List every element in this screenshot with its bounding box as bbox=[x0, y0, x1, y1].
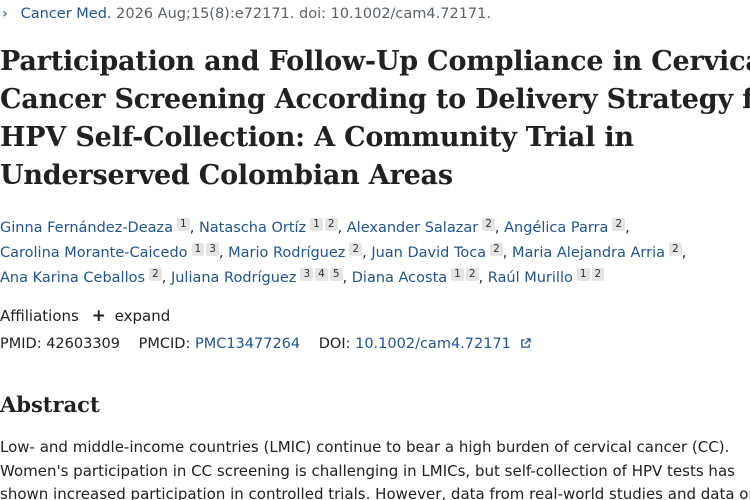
affiliation-badge[interactable]: 1 bbox=[177, 218, 190, 231]
title-line: Participation and Follow-Up Compliance i… bbox=[0, 46, 750, 77]
article-title: Participation and Follow-Up Compliance i… bbox=[0, 43, 750, 195]
affiliation-badge[interactable]: 3 bbox=[206, 243, 219, 256]
affiliation-badge[interactable]: 4 bbox=[315, 268, 328, 281]
abstract-line: Low- and middle-income countries (LMIC) … bbox=[0, 438, 730, 456]
affiliation-badge[interactable]: 2 bbox=[612, 218, 626, 231]
affiliation-badge[interactable]: 1 bbox=[576, 268, 590, 281]
author-link[interactable]: Mario Rodríguez bbox=[228, 245, 346, 261]
affiliation-badge[interactable]: 3 bbox=[300, 268, 314, 281]
affiliation-badge[interactable]: 1 bbox=[191, 243, 205, 256]
affiliation-badge[interactable]: 2 bbox=[482, 218, 495, 231]
abstract-heading: Abstract bbox=[0, 392, 100, 417]
expand-label[interactable]: expand bbox=[114, 307, 171, 325]
author-link[interactable]: Raúl Murillo bbox=[487, 270, 573, 286]
affiliation-badge[interactable]: 2 bbox=[324, 218, 338, 231]
affiliation-badge[interactable]: 2 bbox=[591, 268, 605, 281]
title-line: Underserved Colombian Areas bbox=[0, 160, 453, 191]
affiliation-badge[interactable]: 2 bbox=[490, 243, 503, 256]
author-link[interactable]: Carolina Morante-Caicedo bbox=[0, 245, 188, 261]
chevron-right-icon[interactable]: › bbox=[2, 6, 8, 22]
author-link[interactable]: Ginna Fernández-Deaza bbox=[0, 220, 174, 236]
external-link-icon[interactable] bbox=[520, 338, 531, 349]
title-line: Cancer Screening According to Delivery S… bbox=[0, 84, 750, 115]
affiliation-badge[interactable]: 2 bbox=[149, 268, 162, 281]
author-line: Ginna Fernández-Deaza 1, Natascha Ortíz 1 2… bbox=[0, 218, 630, 236]
pmid-group: PMID: 42603309 bbox=[0, 336, 125, 352]
author-line: Ana Karina Ceballos 2, Juliana Rodríguez 3… bbox=[0, 266, 750, 291]
author-link[interactable]: Alexander Salazar bbox=[346, 220, 479, 236]
affiliations-label: Affiliations bbox=[0, 307, 79, 325]
affiliation-badge[interactable]: 1 bbox=[451, 268, 464, 281]
author-link[interactable]: Angélica Parra bbox=[504, 220, 609, 236]
author-link[interactable]: Diana Acosta bbox=[351, 270, 448, 286]
doi-link[interactable]: 10.1002/cam4.72171 bbox=[355, 336, 511, 352]
author-link[interactable]: Juan David Toca bbox=[371, 245, 487, 261]
author-line: Carolina Morante-Caicedo 1 3, Mario Rodríg… bbox=[0, 243, 687, 261]
citation-line: › Cancer Med. 2026 Aug;15(8):e72171. doi… bbox=[2, 4, 491, 24]
author-list: Ginna Fernández-Deaza 1, Natascha Ortíz 1 2… bbox=[0, 216, 750, 291]
pmid-value: 42603309 bbox=[46, 336, 121, 352]
pmcid-label: PMCID: bbox=[138, 336, 191, 352]
affiliation-badge[interactable]: 5 bbox=[329, 268, 343, 281]
journal-link[interactable]: Cancer Med. bbox=[20, 6, 112, 22]
affiliation-badge[interactable]: 2 bbox=[349, 243, 363, 256]
article-identifiers: PMID: 42603309 PMCID: PMC13477264 DOI: 1… bbox=[0, 333, 545, 355]
doi-group: DOI: 10.1002/cam4.72171 bbox=[319, 336, 531, 352]
citation-details: 2026 Aug;15(8):e72171. doi: 10.1002/cam4… bbox=[116, 6, 491, 22]
affiliation-badge[interactable]: 2 bbox=[669, 243, 682, 256]
pmcid-group: PMCID: PMC13477264 bbox=[139, 336, 305, 352]
plus-icon[interactable]: + bbox=[91, 306, 106, 326]
affiliation-badge[interactable]: 2 bbox=[465, 268, 479, 281]
affiliations-toggle[interactable]: Affiliations + expand bbox=[0, 305, 170, 327]
abstract-line: shown increased participation in control… bbox=[0, 485, 750, 500]
author-link[interactable]: Maria Alejandra Arria bbox=[511, 245, 665, 261]
pmid-label: PMID: bbox=[0, 336, 42, 352]
affiliation-badge[interactable]: 1 bbox=[310, 218, 323, 231]
title-line: HPV Self-Collection: A Community Trial i… bbox=[0, 122, 634, 153]
author-link[interactable]: Ana Karina Ceballos bbox=[0, 270, 146, 286]
author-link[interactable]: Natascha Ortíz bbox=[198, 220, 307, 236]
author-link[interactable]: Juliana Rodríguez bbox=[170, 270, 297, 286]
abstract-line: Women's participation in CC screening is… bbox=[0, 461, 735, 480]
pmcid-link[interactable]: PMC13477264 bbox=[194, 336, 301, 352]
abstract-text: Low- and middle-income countries (LMIC) … bbox=[0, 436, 750, 500]
doi-label: DOI: bbox=[318, 336, 351, 352]
